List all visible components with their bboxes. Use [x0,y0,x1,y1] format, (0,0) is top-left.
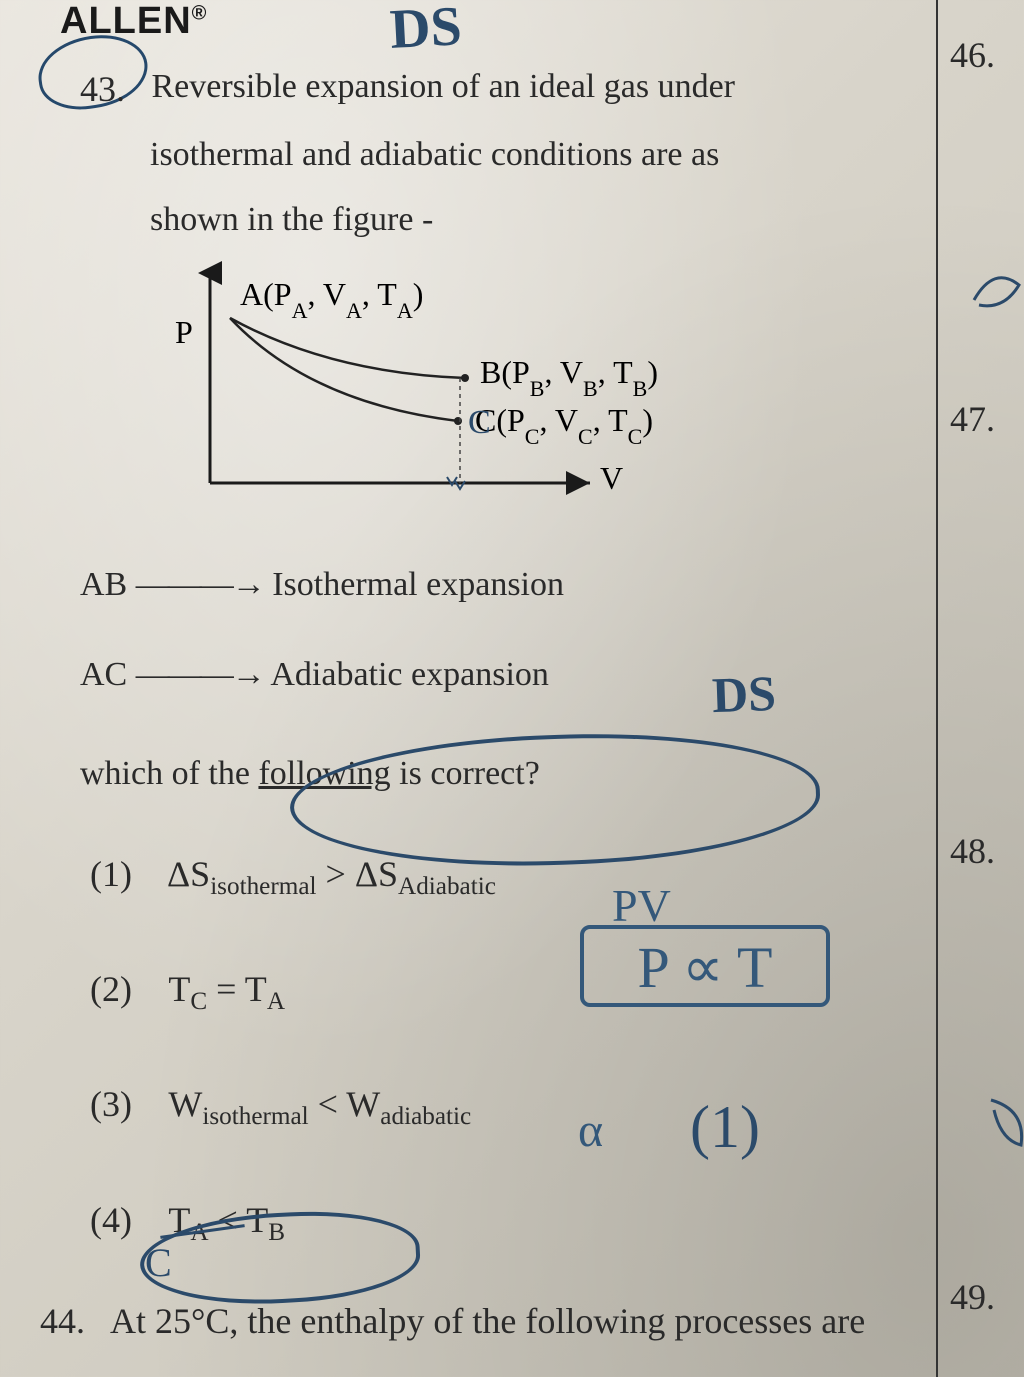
point-c-marker [454,417,462,425]
point-c-label: C(PC, VC, TC) [475,402,653,449]
right-num-48: 48. [950,830,995,872]
question-43-block: 43. Reversible expansion of an ideal gas… [80,55,880,1301]
right-margin: 46. 47. 48. 49. [936,0,1016,1377]
question-44-block: 44. At 25°C, the enthalpy of the followi… [40,1300,940,1342]
hand-c-overstrike: C [468,404,491,441]
q43-line3: shown in the figure - [150,201,433,238]
handwriting-ds-top: DS [388,0,463,62]
point-b-marker [461,374,469,382]
brand-mark: ® [192,2,208,24]
handwriting-box-p-prop-t: P ∝ T [580,925,830,1007]
handwriting-c-mark: C [145,1225,172,1301]
ab-expansion-label: Isothermal expansion [272,566,564,603]
question-number-43: 43. [80,55,125,123]
following-underlined: following [258,755,390,792]
ac-expansion-line: AC ———→ Adiabatic expansion [80,643,880,708]
pv-diagram: P V A(PA, VA, TA) B(PB, VB, TB) C(PC, VC… [160,263,780,543]
brand-text: ALLEN [60,0,192,42]
followup-text: which of the following is correct? [80,742,880,807]
right-num-49: 49. [950,1276,995,1318]
adiabatic-curve [230,318,458,421]
pv-svg: P V A(PA, VA, TA) B(PB, VB, TB) C(PC, VC… [160,263,780,523]
option-1-num: (1) [90,840,160,908]
option-2-num: (2) [90,955,160,1023]
isothermal-curve [230,318,465,378]
q43-line2: isothermal and adiabatic conditions are … [150,136,719,173]
pen-scribble-1 [964,260,1024,320]
ac-expansion-label: Adiabatic expansion [270,656,549,693]
arrow-icon: ———→ [136,656,264,693]
options-list: (1) ΔSisothermal > ΔSAdiabatic (2) TC = … [80,840,880,1256]
right-num-47: 47. [950,398,995,440]
arrow-icon: ———→ [136,566,264,603]
p-axis-label: P [175,314,193,350]
q44-text: At 25°C, the enthalpy of the following p… [110,1301,865,1341]
option-3: (3) Wisothermal < Wadiabatic [90,1070,880,1141]
point-a-label: A(PA, VA, TA) [240,276,423,323]
page: ALLEN® DS 43. Reversible expansion of an… [0,0,1024,1377]
option-1: (1) ΔSisothermal > ΔSAdiabatic [90,840,880,911]
brand-logo: ALLEN® [60,0,207,43]
handwriting-alpha: α [578,1085,603,1176]
point-b-label: B(PB, VB, TB) [480,354,658,401]
ab-expansion-line: AB ———→ Isothermal expansion [80,553,880,618]
option-4: (4) TA < TB [90,1186,880,1257]
handwriting-answer-1: (1) [690,1070,760,1184]
right-num-46: 46. [950,34,995,76]
pen-scribble-2 [986,1090,1024,1160]
option-3-num: (3) [90,1070,160,1138]
question-number-44: 44. [40,1300,85,1342]
v-axis-label: V [600,460,623,496]
q43-line1: Reversible expansion of an ideal gas und… [152,68,735,105]
